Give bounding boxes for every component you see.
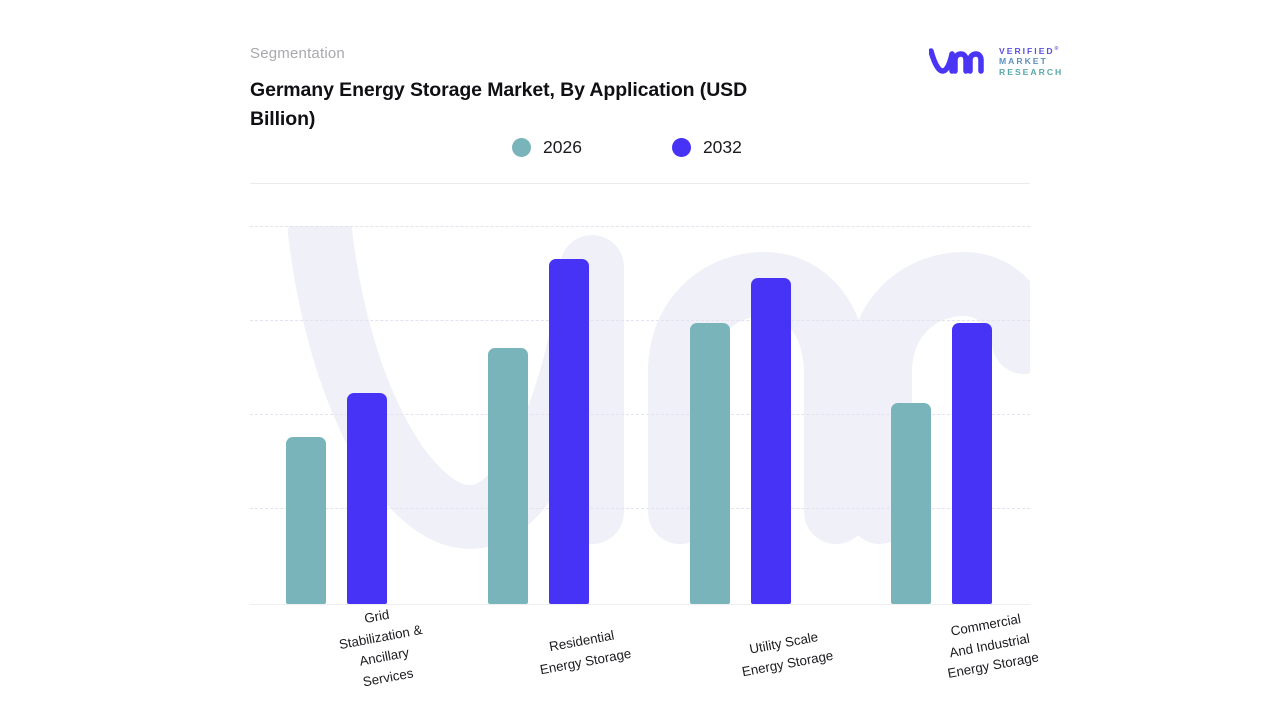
header-divider [250, 183, 1030, 184]
logo-line-verified: VERIFIED® [999, 45, 1063, 56]
legend-swatch-icon-2032 [671, 138, 691, 157]
logo-line-research: RESEARCH [999, 67, 1064, 78]
legend-item-2032[interactable]: 2032 [671, 137, 742, 158]
bar-2032-utility-scale[interactable] [751, 278, 791, 604]
bar-2026-residential[interactable] [488, 348, 528, 604]
chart-legend: 2026 2032 [512, 137, 742, 158]
logo-line-market: MARKET [999, 56, 1048, 67]
legend-item-2026[interactable]: 2026 [512, 137, 582, 158]
x-tick-label-residential: Residential Energy Storage [538, 627, 633, 677]
registered-trademark-icon: ® [1054, 46, 1059, 52]
chart-plot-area [250, 226, 1030, 605]
x-axis-baseline [250, 604, 1030, 605]
bar-2026-utility-scale[interactable] [690, 323, 730, 604]
gridline-1 [250, 508, 1030, 509]
chart-header: Segmentation Germany Energy Storage Mark… [250, 44, 1030, 134]
legend-label-2026: 2026 [543, 137, 582, 157]
bar-2032-commercial-industrial[interactable] [952, 323, 992, 604]
gridline-3 [250, 320, 1030, 321]
page-title: Germany Energy Storage Market, By Applic… [250, 79, 748, 130]
x-tick-label-utility-scale: Utility Scale Energy Storage [740, 629, 835, 679]
bar-2032-residential[interactable] [549, 259, 589, 604]
segmentation-eyebrow: Segmentation [250, 45, 345, 62]
bar-2026-commercial-industrial[interactable] [891, 403, 931, 604]
x-axis-tick-labels: Grid Stabilization & Ancillary Services … [250, 605, 1040, 720]
legend-swatch-icon-2026 [512, 138, 531, 157]
gridline-2 [250, 414, 1030, 415]
vmr-monogram-icon [929, 48, 984, 75]
verified-market-research-logo: VERIFIED® MARKET RESEARCH [929, 44, 1063, 78]
x-tick-label-grid-stabilization: Grid Stabilization & Ancillary Services [337, 606, 424, 689]
legend-label-2032: 2032 [702, 137, 742, 157]
logo-verified-text: VERIFIED [999, 45, 1055, 56]
logo-wordmark: VERIFIED® MARKET RESEARCH [999, 44, 1063, 78]
bar-2032-grid-stabilization[interactable] [347, 393, 387, 604]
bars-layer [250, 226, 1030, 605]
x-tick-label-commercial-industrial: Commercial And Industrial Energy Storage [946, 611, 1040, 681]
bar-2026-grid-stabilization[interactable] [286, 437, 326, 604]
gridline-4 [250, 226, 1030, 227]
